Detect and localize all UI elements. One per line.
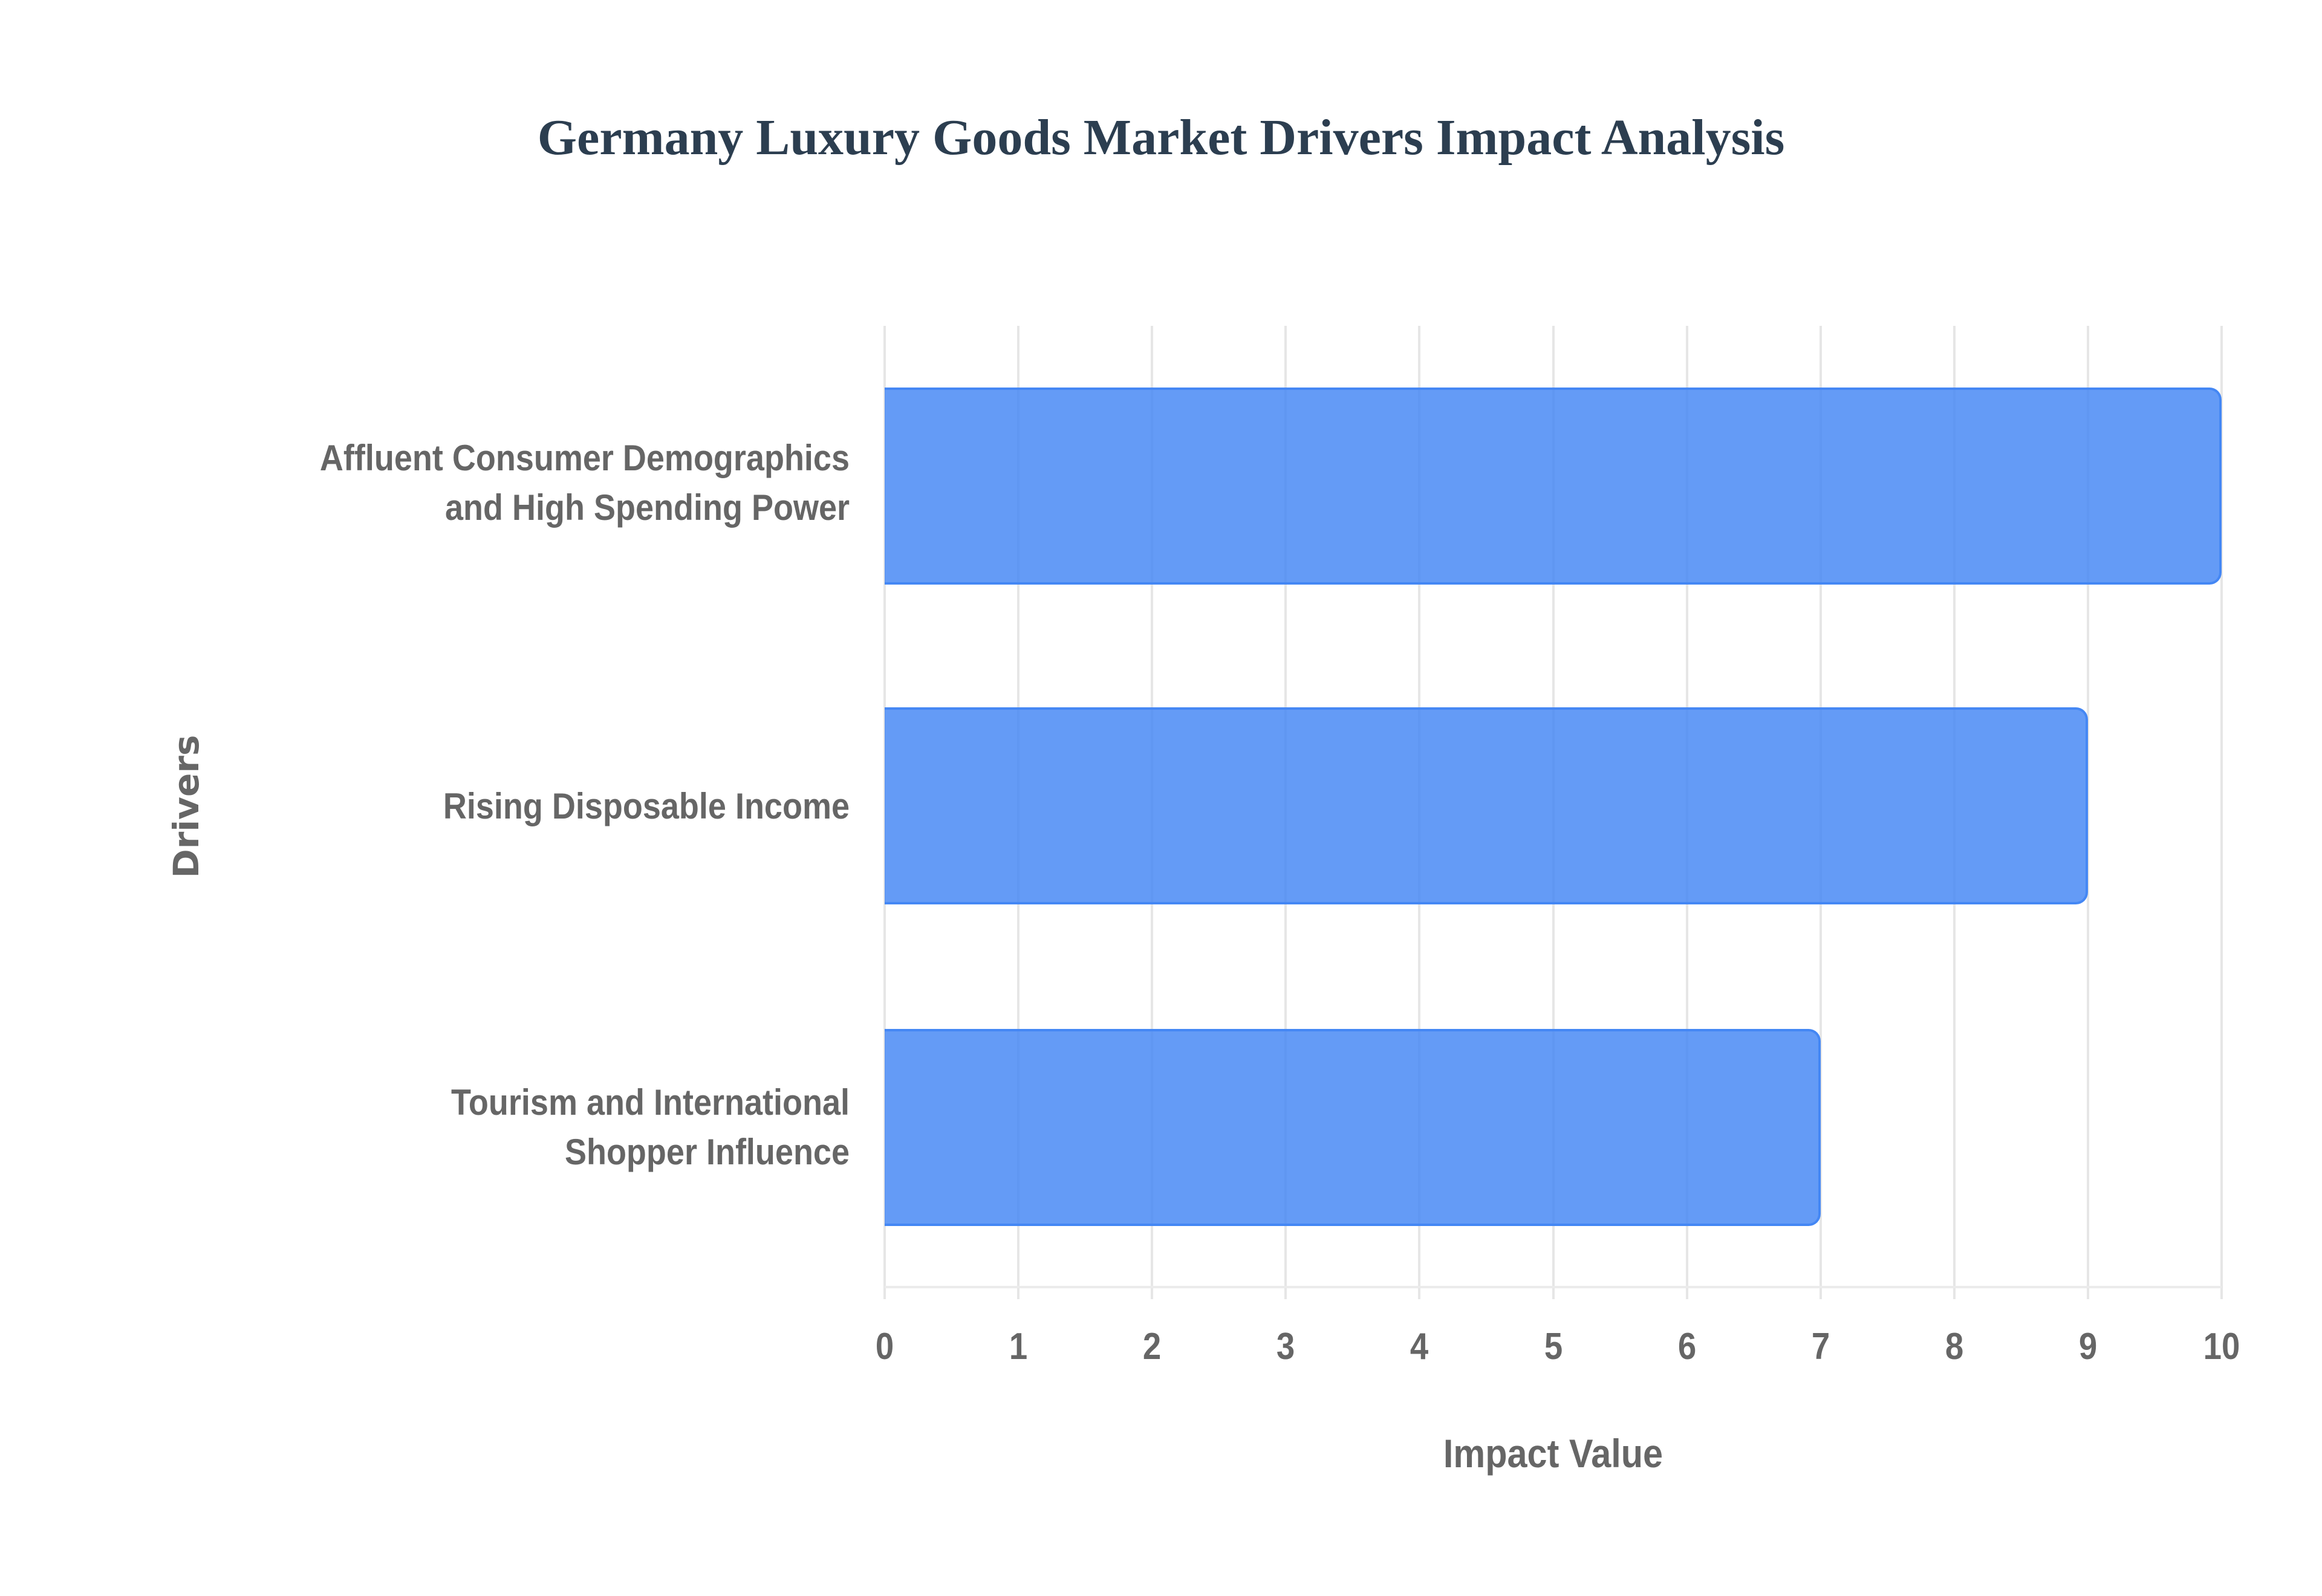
x-tick-label: 6 [1677, 1326, 1696, 1367]
y-tick-label-line: Affluent Consumer Demographics [319, 438, 850, 478]
bar[interactable] [885, 388, 2222, 585]
y-tick-label-line: Rising Disposable Income [443, 786, 850, 826]
gridline [2220, 326, 2223, 1299]
x-tick-label: 5 [1544, 1326, 1563, 1367]
y-tick-label: Tourism and International Shopper Influe… [197, 1078, 850, 1177]
plot-area [883, 326, 2223, 1299]
y-tick-label: Affluent Consumer Demographics and High … [197, 433, 850, 533]
x-tick-label: 8 [1945, 1326, 1963, 1367]
y-tick-label: Rising Disposable Income [197, 782, 850, 831]
x-tick-label: 3 [1276, 1326, 1295, 1367]
bar[interactable] [885, 707, 2088, 904]
y-tick-label-line: Shopper Influence [564, 1132, 850, 1172]
x-tick-label: 2 [1143, 1326, 1162, 1367]
x-tick-label: 1 [1009, 1326, 1028, 1367]
x-tick-label: 0 [875, 1326, 894, 1367]
x-tick-label: 9 [2078, 1326, 2098, 1367]
x-axis-title: Impact Value [1443, 1431, 1663, 1476]
x-tick-label: 10 [2203, 1326, 2240, 1367]
bar[interactable] [885, 1029, 1821, 1226]
x-tick-label: 4 [1410, 1326, 1429, 1367]
gridline [2086, 326, 2089, 1299]
x-tick-label: 7 [1811, 1326, 1830, 1367]
chart-title: Germany Luxury Goods Market Drivers Impa… [537, 109, 1785, 166]
x-axis-line [885, 1286, 2222, 1288]
y-tick-label-line: Tourism and International [450, 1082, 850, 1123]
y-tick-label-line: and High Spending Power [444, 487, 850, 528]
